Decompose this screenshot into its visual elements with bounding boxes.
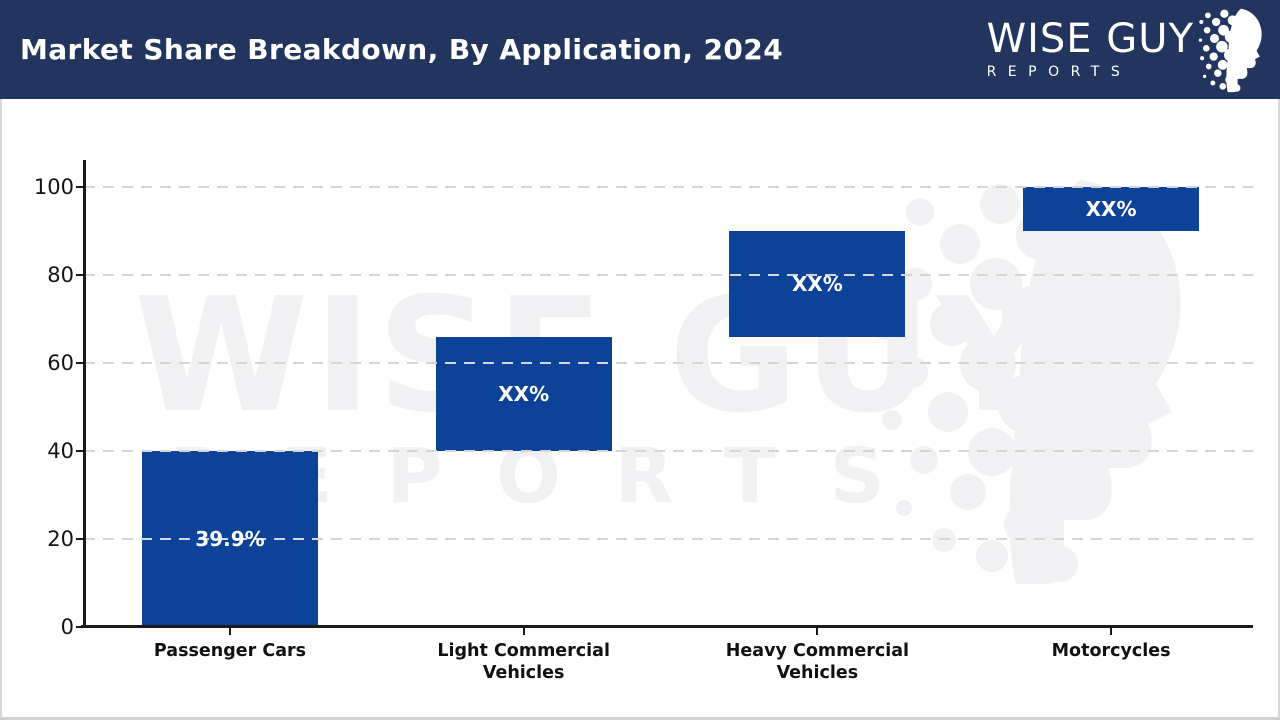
gridline-80: [84, 274, 1253, 276]
gridline-20: [84, 538, 1253, 540]
bar-value-label: XX%: [498, 382, 550, 407]
y-tick-60: [76, 362, 83, 364]
logo-wordmark: WISE GUY: [986, 16, 1194, 62]
bar-heavy-commercial-vehicles: [729, 231, 906, 337]
category-label-motorcycles: Motorcycles: [1051, 641, 1171, 661]
y-tick-label: 100: [33, 175, 74, 199]
y-axis-line: [83, 160, 86, 628]
page-title: Market Share Breakdown, By Application, …: [20, 33, 784, 66]
x-tick-light-commercial-vehicles: [522, 628, 525, 635]
bar-motorcycles: [1023, 187, 1200, 231]
y-tick-label: 80: [47, 263, 74, 287]
x-tick-heavy-commercial-vehicles: [816, 628, 819, 635]
category-label-heavy-commercial-vehicles: Heavy Commercial Vehicles: [725, 641, 910, 683]
watermark-dot-face-icon: [876, 180, 1181, 584]
y-tick-0: [76, 626, 83, 628]
logo-subtitle: REPORTS: [986, 64, 1132, 80]
dot-face-icon: [1198, 8, 1262, 92]
header-banner: Market Share Breakdown, By Application, …: [0, 0, 1280, 99]
category-label-light-commercial-vehicles: Light Commercial Vehicles: [437, 641, 610, 683]
gridline-40: [84, 450, 1253, 452]
y-tick-40: [76, 450, 83, 452]
y-tick-label: 20: [47, 527, 74, 551]
wiseguy-logo-text: WISE GUY REPORTS: [987, 19, 1194, 80]
bar-value-label: XX%: [791, 271, 843, 296]
bar-value-label: XX%: [1085, 197, 1137, 221]
y-tick-label: 0: [60, 615, 74, 639]
wiseguy-logo: WISE GUY REPORTS: [987, 7, 1264, 93]
y-tick-label: 40: [47, 439, 74, 463]
bar-value-label: 39.9%: [195, 527, 265, 552]
gridline-100: [84, 186, 1253, 188]
y-tick-20: [76, 538, 83, 540]
x-tick-motorcycles: [1110, 628, 1113, 635]
y-tick-80: [76, 274, 83, 276]
gridline-60: [84, 362, 1253, 364]
bar-light-commercial-vehicles: [435, 336, 612, 452]
y-tick-100: [76, 186, 83, 188]
x-tick-passenger-cars: [229, 628, 231, 635]
category-label-passenger-cars: Passenger Cars: [153, 641, 307, 661]
y-tick-label: 60: [47, 351, 74, 375]
x-axis-line: [81, 625, 1253, 628]
